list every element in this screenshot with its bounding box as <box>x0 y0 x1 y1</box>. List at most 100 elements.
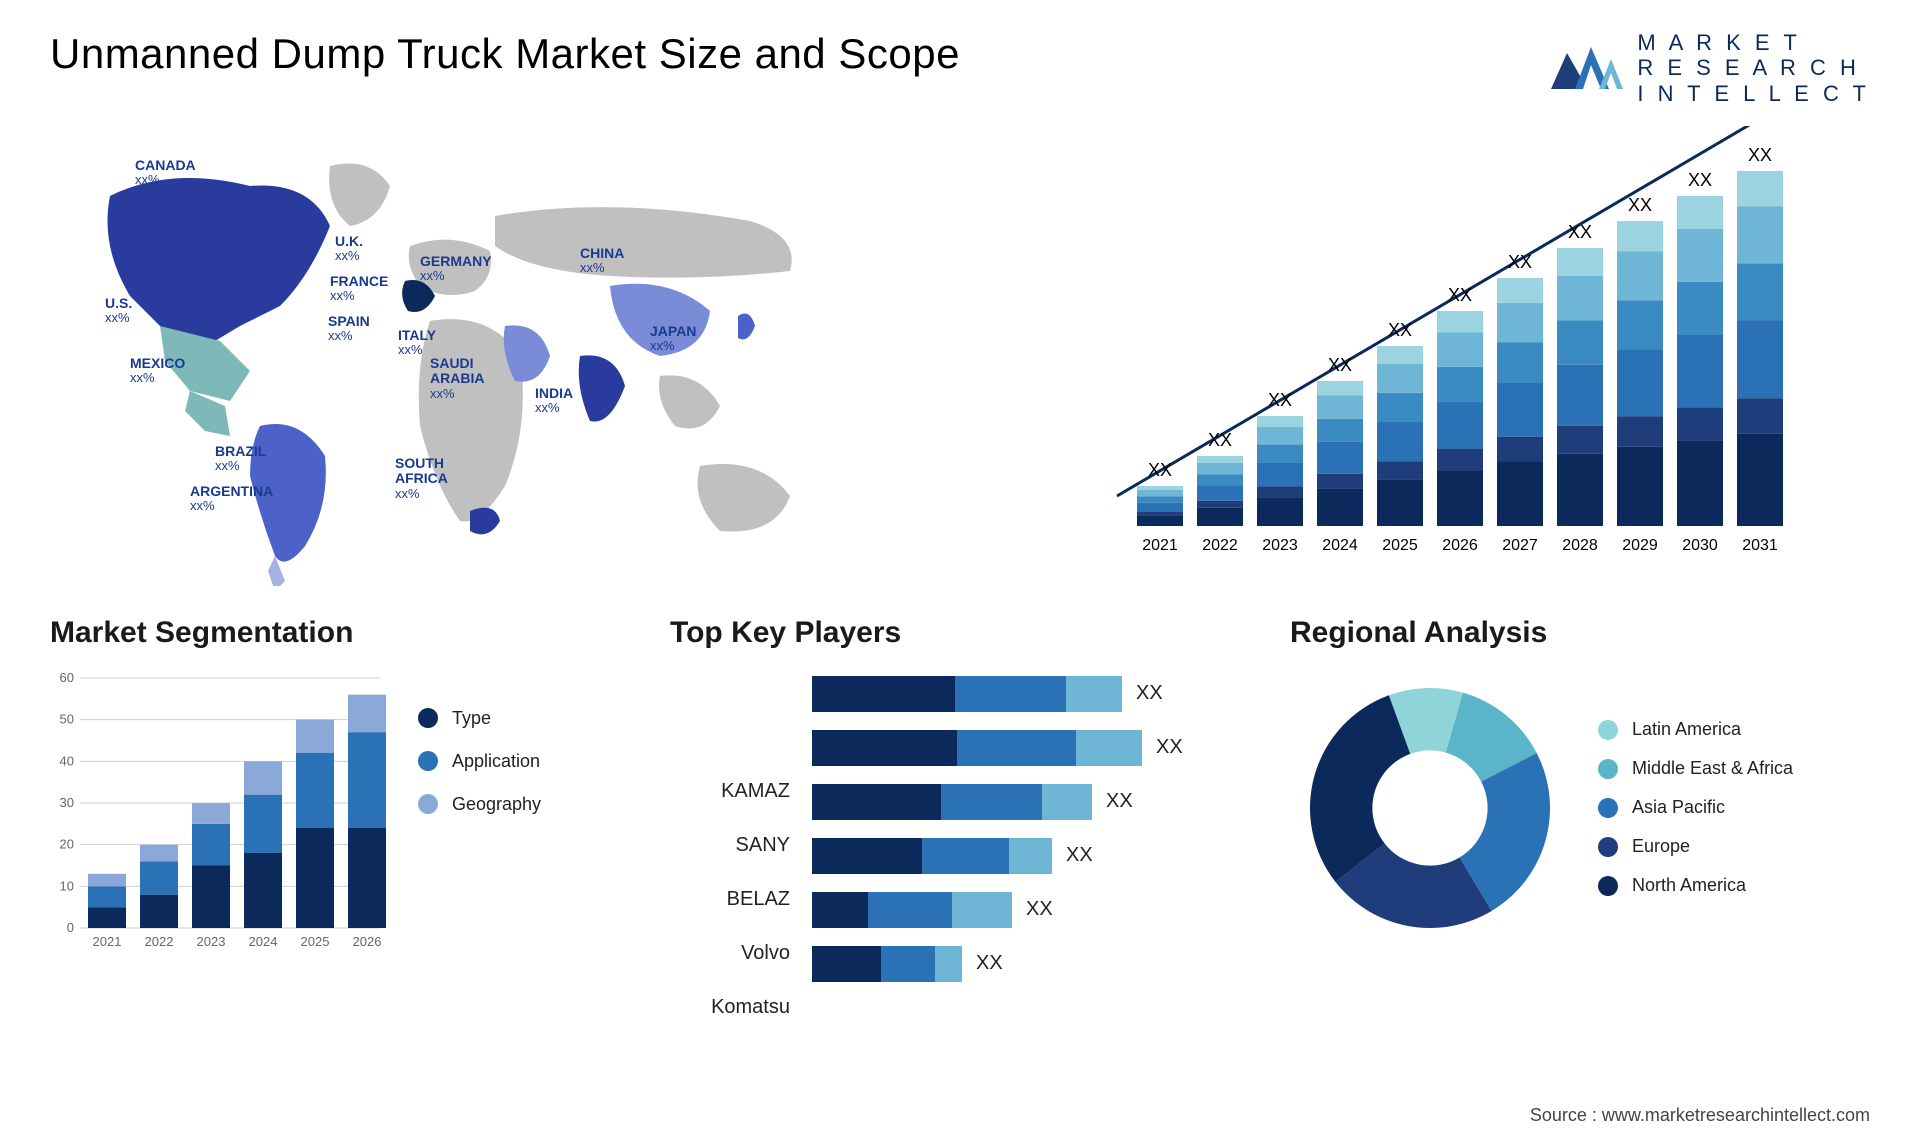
legend-item: Middle East & Africa <box>1598 758 1793 779</box>
regional-title: Regional Analysis <box>1290 616 1870 650</box>
bottom-row: Market Segmentation 0 10 20 30 40 50 60 2021 202… <box>50 616 1870 1026</box>
svg-text:XX: XX <box>1568 222 1592 242</box>
segmentation-title: Market Segmentation <box>50 616 630 650</box>
player-name: KAMAZ <box>721 774 790 810</box>
svg-text:2028: 2028 <box>1562 537 1598 554</box>
svg-text:10: 10 <box>60 878 74 893</box>
player-value: XX <box>1136 682 1163 705</box>
country-label: SAUDIARABIAxx% <box>430 356 484 401</box>
player-name: Volvo <box>741 936 790 972</box>
regional-section: Regional Analysis Latin America Middle Ea… <box>1290 616 1870 1026</box>
player-bar-row: XX <box>812 892 1250 928</box>
country-label: SOUTHAFRICAxx% <box>395 456 448 501</box>
svg-text:2027: 2027 <box>1502 537 1538 554</box>
player-value: XX <box>1156 736 1183 759</box>
player-name: BELAZ <box>727 882 790 918</box>
svg-text:XX: XX <box>1508 252 1532 272</box>
svg-text:40: 40 <box>60 753 74 768</box>
svg-text:XX: XX <box>1748 145 1772 165</box>
country-label: U.K.xx% <box>335 234 363 264</box>
player-value: XX <box>1106 790 1133 813</box>
segmentation-chart: 0 10 20 30 40 50 60 2021 2022 2023 2024 2025 2026 <box>50 668 390 958</box>
svg-text:2021: 2021 <box>93 934 122 949</box>
player-value: XX <box>1026 898 1053 921</box>
legend-item: Asia Pacific <box>1598 797 1793 818</box>
svg-text:2022: 2022 <box>145 934 174 949</box>
player-name: Komatsu <box>711 990 790 1026</box>
page-title: Unmanned Dump Truck Market Size and Scop… <box>50 30 960 78</box>
country-label: CHINAxx% <box>580 246 624 276</box>
legend-item: Type <box>418 708 541 729</box>
svg-text:2023: 2023 <box>1262 537 1298 554</box>
svg-text:50: 50 <box>60 712 74 727</box>
players-title: Top Key Players <box>670 616 1250 650</box>
brand-logo: M A R K E T R E S E A R C H I N T E L L … <box>1547 30 1870 106</box>
country-label: CANADAxx% <box>135 158 196 188</box>
players-labels: KAMAZ SANY BELAZ Volvo Komatsu <box>670 668 790 1026</box>
players-bars: XX XX XX XX XX XX <box>812 668 1250 1026</box>
svg-text:XX: XX <box>1628 195 1652 215</box>
country-label: JAPANxx% <box>650 324 696 354</box>
country-label: MEXICOxx% <box>130 356 185 386</box>
svg-text:XX: XX <box>1388 320 1412 340</box>
svg-text:2023: 2023 <box>197 934 226 949</box>
growth-chart: XX 2021 XX 2022 XX 2023 XX 2024 XX 2025 XX 2026 XX 20… <box>1010 126 1870 586</box>
source-attribution: Source : www.marketresearchintellect.com <box>1530 1105 1870 1126</box>
header: Unmanned Dump Truck Market Size and Scop… <box>50 30 1870 106</box>
player-bar-row: XX <box>812 676 1250 712</box>
svg-text:XX: XX <box>1148 460 1172 480</box>
regional-donut <box>1290 668 1570 948</box>
logo-line-1: M A R K E T <box>1637 30 1870 55</box>
player-value: XX <box>976 952 1003 975</box>
world-map-icon <box>50 126 970 586</box>
svg-text:2021: 2021 <box>1142 537 1178 554</box>
player-bar-row: XX <box>812 730 1250 766</box>
segmentation-section: Market Segmentation 0 10 20 30 40 50 60 2021 202… <box>50 616 630 1026</box>
legend-item: Europe <box>1598 836 1793 857</box>
svg-text:30: 30 <box>60 795 74 810</box>
player-bar-row: XX <box>812 838 1250 874</box>
legend-item: Geography <box>418 794 541 815</box>
country-label: SPAINxx% <box>328 314 370 344</box>
player-value: XX <box>1066 844 1093 867</box>
country-label: GERMANYxx% <box>420 254 492 284</box>
country-label: U.S.xx% <box>105 296 132 326</box>
svg-text:2024: 2024 <box>249 934 278 949</box>
player-bar-row: XX <box>812 946 1250 982</box>
svg-text:XX: XX <box>1268 390 1292 410</box>
logo-icon <box>1547 39 1625 97</box>
svg-text:60: 60 <box>60 670 74 685</box>
svg-text:2024: 2024 <box>1322 537 1358 554</box>
svg-text:XX: XX <box>1328 355 1352 375</box>
svg-text:2031: 2031 <box>1742 537 1778 554</box>
svg-text:2030: 2030 <box>1682 537 1718 554</box>
segmentation-legend: Type Application Geography <box>418 668 541 958</box>
country-label: BRAZILxx% <box>215 444 266 474</box>
country-label: ARGENTINAxx% <box>190 484 273 514</box>
legend-item: North America <box>1598 875 1793 896</box>
svg-text:2029: 2029 <box>1622 537 1658 554</box>
logo-line-2: R E S E A R C H <box>1637 55 1870 80</box>
players-section: Top Key Players KAMAZ SANY BELAZ Volvo Komat… <box>670 616 1250 1026</box>
legend-item: Application <box>418 751 541 772</box>
country-label: INDIAxx% <box>535 386 573 416</box>
svg-text:2022: 2022 <box>1202 537 1238 554</box>
top-row: CANADAxx% U.S.xx% MEXICOxx% BRAZILxx% ARGENT… <box>50 126 1870 586</box>
svg-text:2025: 2025 <box>301 934 330 949</box>
world-map-panel: CANADAxx% U.S.xx% MEXICOxx% BRAZILxx% ARGENT… <box>50 126 970 586</box>
svg-text:2026: 2026 <box>1442 537 1478 554</box>
logo-line-3: I N T E L L E C T <box>1637 81 1870 106</box>
regional-legend: Latin America Middle East & Africa Asia Pa… <box>1598 719 1793 896</box>
legend-item: Latin America <box>1598 719 1793 740</box>
svg-text:2025: 2025 <box>1382 537 1418 554</box>
country-label: ITALYxx% <box>398 328 436 358</box>
country-label: FRANCExx% <box>330 274 388 304</box>
player-name: SANY <box>736 828 790 864</box>
svg-text:2026: 2026 <box>353 934 382 949</box>
logo-text: M A R K E T R E S E A R C H I N T E L L … <box>1637 30 1870 106</box>
player-bar-row: XX <box>812 784 1250 820</box>
svg-text:XX: XX <box>1208 430 1232 450</box>
svg-text:20: 20 <box>60 837 74 852</box>
svg-text:XX: XX <box>1448 285 1472 305</box>
svg-text:0: 0 <box>67 920 74 935</box>
